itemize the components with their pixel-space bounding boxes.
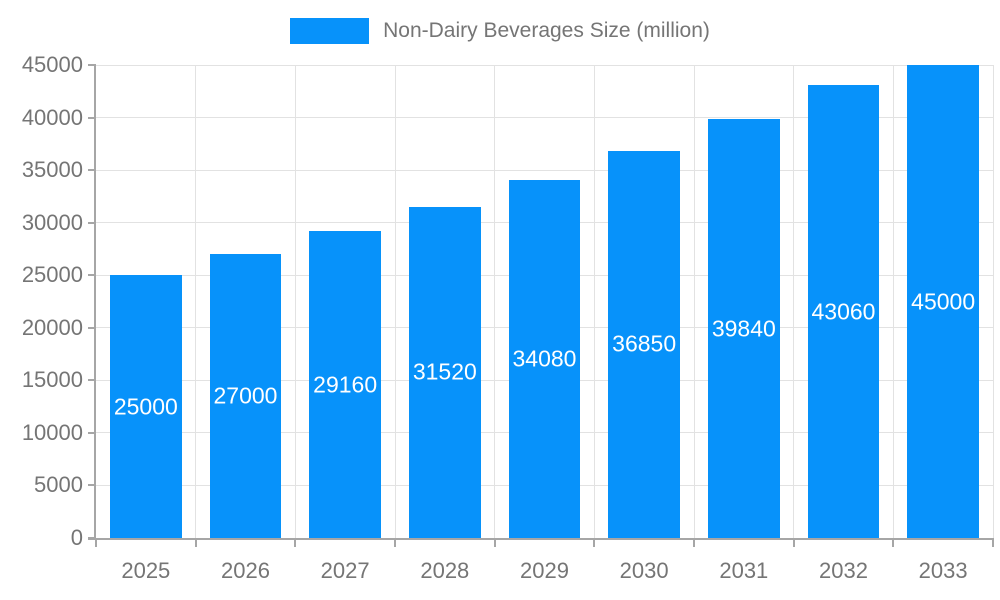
y-axis-tick-label: 30000 xyxy=(21,209,83,235)
bar-value-label: 43060 xyxy=(811,298,876,325)
bar-value-label: 29160 xyxy=(313,371,378,398)
x-tick-mark xyxy=(95,538,97,547)
x-tick-mark xyxy=(693,538,695,547)
bar-value-label: 25000 xyxy=(113,393,178,420)
bar-value-label: 39840 xyxy=(711,315,776,342)
bar-2027[interactable] xyxy=(309,231,382,538)
bar-2029[interactable] xyxy=(508,179,581,538)
y-tick-mark xyxy=(88,431,96,434)
y-tick-mark xyxy=(88,64,96,66)
x-tick-mark xyxy=(792,538,795,547)
bar-2028[interactable] xyxy=(408,206,481,538)
y-axis-line xyxy=(94,65,96,540)
y-axis-tick-label: 35000 xyxy=(21,157,83,183)
bar-2030[interactable] xyxy=(608,150,681,538)
y-axis-tick-label: 20000 xyxy=(21,314,83,340)
bar-value-label: 36850 xyxy=(612,330,677,357)
bar-2031[interactable] xyxy=(707,119,780,538)
x-axis-tick-label: 2026 xyxy=(221,558,270,583)
y-tick-mark xyxy=(88,221,96,224)
x-gridline xyxy=(294,65,296,538)
x-axis-tick-label: 2025 xyxy=(121,558,171,583)
x-axis-tick-label: 2031 xyxy=(719,558,769,583)
y-gridline xyxy=(96,64,993,66)
x-axis-tick-label: 2029 xyxy=(520,558,569,583)
y-tick-mark xyxy=(88,169,96,172)
y-tick-mark xyxy=(88,274,96,277)
x-axis-line xyxy=(88,538,993,540)
x-tick-mark xyxy=(892,538,895,547)
x-gridline xyxy=(793,65,795,538)
x-tick-mark xyxy=(394,538,396,547)
x-tick-mark xyxy=(593,538,596,547)
bar-value-label: 45000 xyxy=(911,288,976,314)
x-gridline xyxy=(693,65,695,538)
chart-legend[interactable]: Non-Dairy Beverages Size (million) xyxy=(0,18,1000,44)
y-tick-mark xyxy=(88,379,96,382)
legend-label: Non-Dairy Beverages Size (million) xyxy=(383,19,710,42)
y-axis-tick-label: 40000 xyxy=(21,104,83,130)
x-axis-tick-label: 2030 xyxy=(619,558,669,583)
y-axis-tick-label: 45000 xyxy=(21,52,83,77)
y-gridline xyxy=(96,169,993,171)
y-axis-tick-label: 0 xyxy=(70,525,83,550)
x-gridline xyxy=(394,65,396,538)
x-tick-mark xyxy=(194,538,197,547)
x-gridline xyxy=(195,65,197,538)
x-axis-tick-label: 2032 xyxy=(819,558,868,583)
y-axis-tick-label: 25000 xyxy=(21,262,83,288)
bar-2026[interactable] xyxy=(209,254,282,538)
x-gridline xyxy=(892,65,894,538)
y-tick-mark xyxy=(88,484,96,487)
bar-value-label: 31520 xyxy=(412,358,477,385)
bar-2025[interactable] xyxy=(109,275,182,538)
x-tick-mark xyxy=(294,538,297,547)
y-tick-mark xyxy=(88,116,96,119)
y-gridline xyxy=(96,117,993,119)
x-axis-tick-label: 2033 xyxy=(918,558,968,583)
bar-value-label: 27000 xyxy=(213,382,278,409)
bar-2032[interactable] xyxy=(807,85,880,538)
x-gridline xyxy=(494,65,496,538)
y-axis-tick-label: 5000 xyxy=(34,472,83,498)
y-tick-mark xyxy=(88,326,96,329)
x-axis-tick-label: 2028 xyxy=(420,558,470,583)
x-gridline xyxy=(593,65,595,538)
bar-2033[interactable] xyxy=(907,65,980,538)
x-tick-mark xyxy=(493,538,496,547)
x-gridline xyxy=(992,65,994,538)
y-axis-tick-label: 10000 xyxy=(21,419,83,445)
legend-swatch xyxy=(290,18,370,44)
x-axis-tick-label: 2027 xyxy=(320,558,370,583)
y-axis-tick-label: 15000 xyxy=(21,367,83,393)
x-tick-mark xyxy=(992,538,994,547)
bar-value-label: 34080 xyxy=(512,345,577,372)
